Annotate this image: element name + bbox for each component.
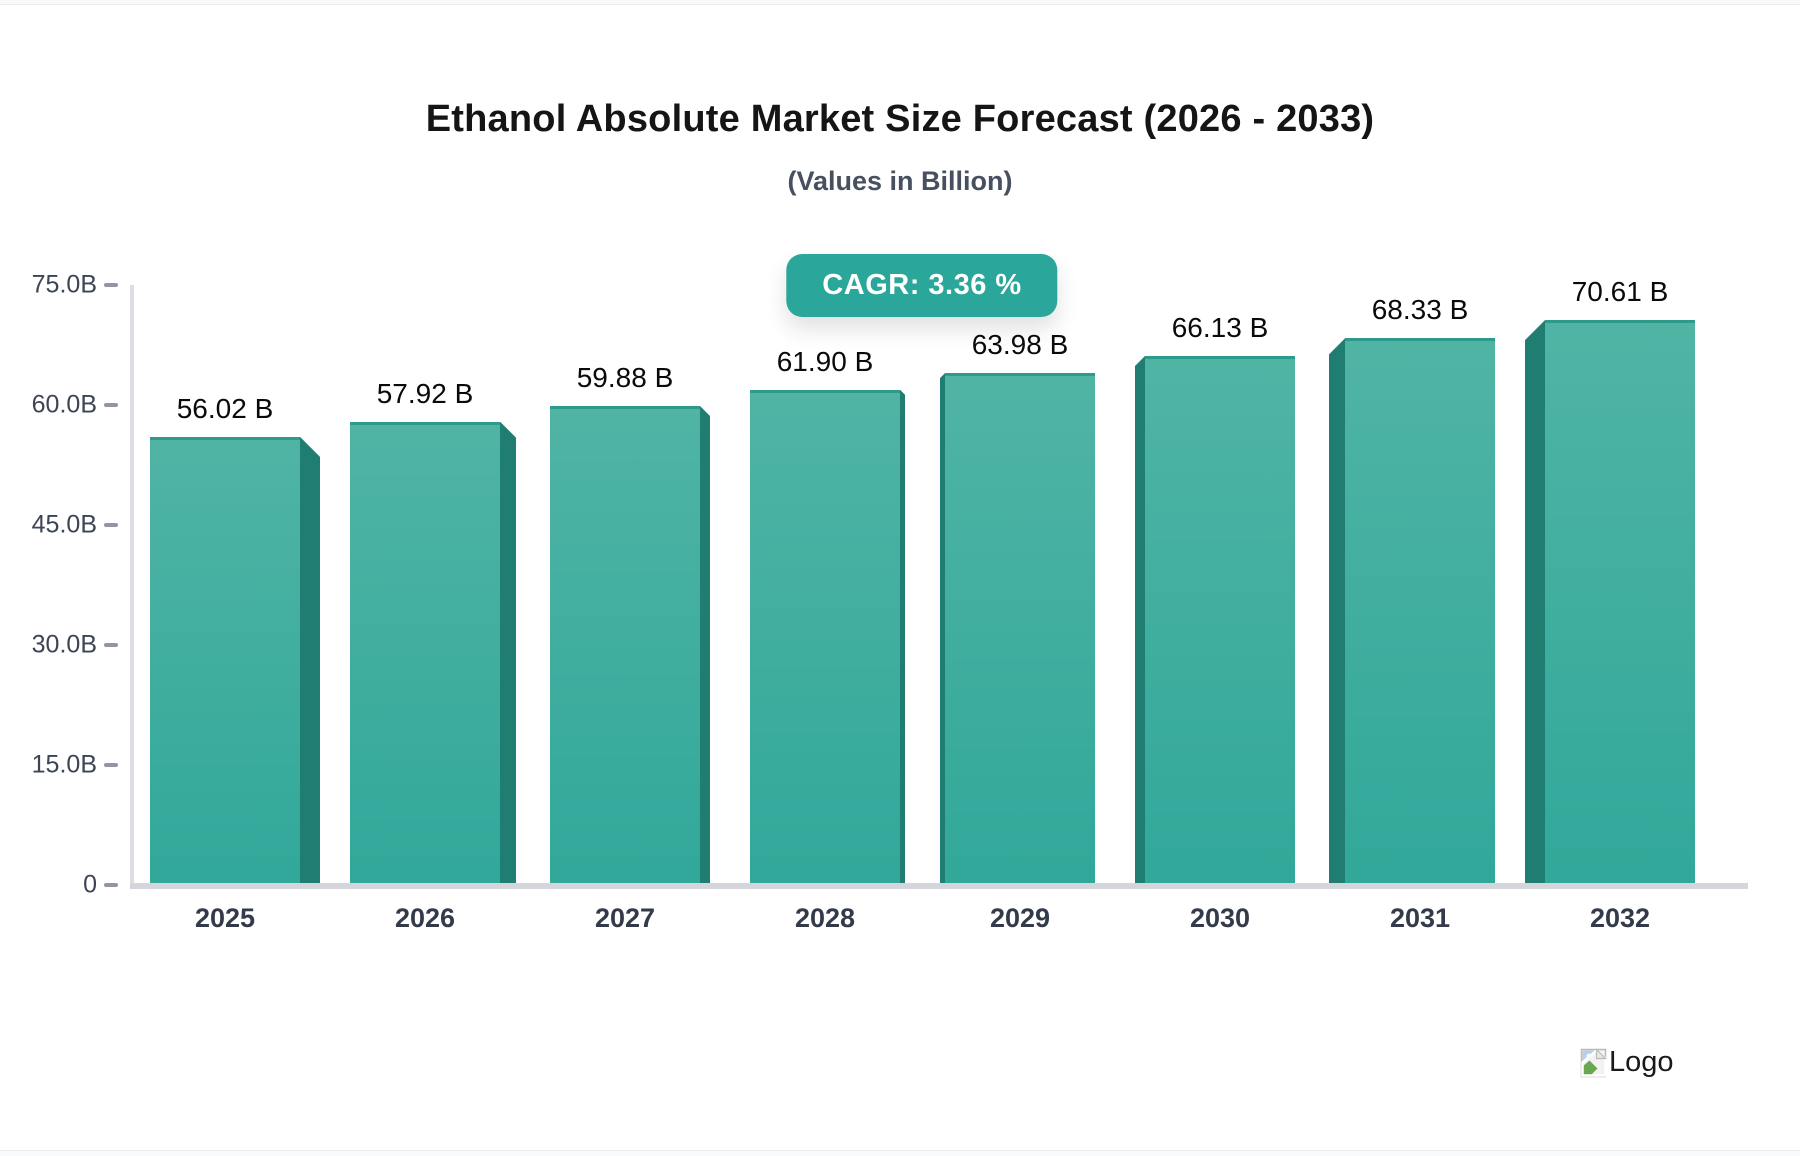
y-tick-label: 60.0B [31,390,97,419]
x-tick-label-2026: 2026 [394,903,456,933]
bar-3d-side-2025 [300,436,320,885]
bar-value-label: 68.33 B [1371,294,1469,326]
cagr-badge: CAGR: 3.36 % [786,254,1058,317]
y-tick-mark [104,403,118,407]
bar-3d-side-2032 [1525,320,1545,885]
y-axis-line [130,285,134,885]
y-tick-label: 45.0B [31,510,97,539]
bar-value-label: 61.90 B [776,345,874,377]
bar-3d-side-2026 [500,421,516,885]
bar-3d-side-2031 [1329,338,1345,885]
bar-2025[interactable] [150,436,300,885]
x-axis-line [130,883,1748,889]
y-tick-mark [104,523,118,527]
chart-subtitle: (Values in Billion) [787,166,1013,196]
bar-2026[interactable] [350,421,500,885]
x-tick-label-2029: 2029 [989,903,1051,933]
x-tick-label-2028: 2028 [794,903,856,933]
y-tick-label: 75.0B [31,270,97,299]
bar-2027[interactable] [550,405,700,885]
bar-2032[interactable] [1545,320,1695,885]
y-tick-mark [104,883,118,887]
y-tick-label: 15.0B [31,750,97,779]
chart-title: Ethanol Absolute Market Size Forecast (2… [425,98,1375,140]
logo-alt-text: Logo [1609,1046,1674,1078]
bar-value-label: 59.88 B [576,361,674,393]
bar-2028[interactable] [750,389,900,885]
bar-2030[interactable] [1145,355,1295,885]
bar-3d-side-2028 [900,389,905,885]
x-tick-label-2025: 2025 [194,903,256,933]
x-tick-label-2032: 2032 [1589,903,1651,933]
y-tick-mark [104,643,118,647]
bar-value-label: 66.13 B [1171,311,1269,343]
y-tick-label: 0 [83,870,97,899]
bar-value-label: 63.98 B [971,329,1069,361]
y-tick-mark [104,283,118,287]
bar-value-label: 57.92 B [376,377,474,409]
bar-value-label: 70.61 B [1571,276,1669,308]
logo: Logo [1580,1046,1674,1079]
bar-3d-side-2029 [940,373,945,885]
broken-image-icon [1580,1047,1607,1077]
bar-3d-side-2027 [700,405,710,885]
y-tick-mark [104,763,118,767]
x-tick-label-2030: 2030 [1189,903,1251,933]
x-tick-label-2031: 2031 [1389,903,1451,933]
bar-value-label: 56.02 B [176,392,274,424]
bar-2029[interactable] [945,373,1095,885]
bar-2031[interactable] [1345,338,1495,885]
y-tick-label: 30.0B [31,630,97,659]
bar-3d-side-2030 [1135,355,1145,885]
top-edge-strip [0,0,1800,5]
bottom-edge-strip [0,1150,1800,1156]
x-tick-label-2027: 2027 [594,903,656,933]
